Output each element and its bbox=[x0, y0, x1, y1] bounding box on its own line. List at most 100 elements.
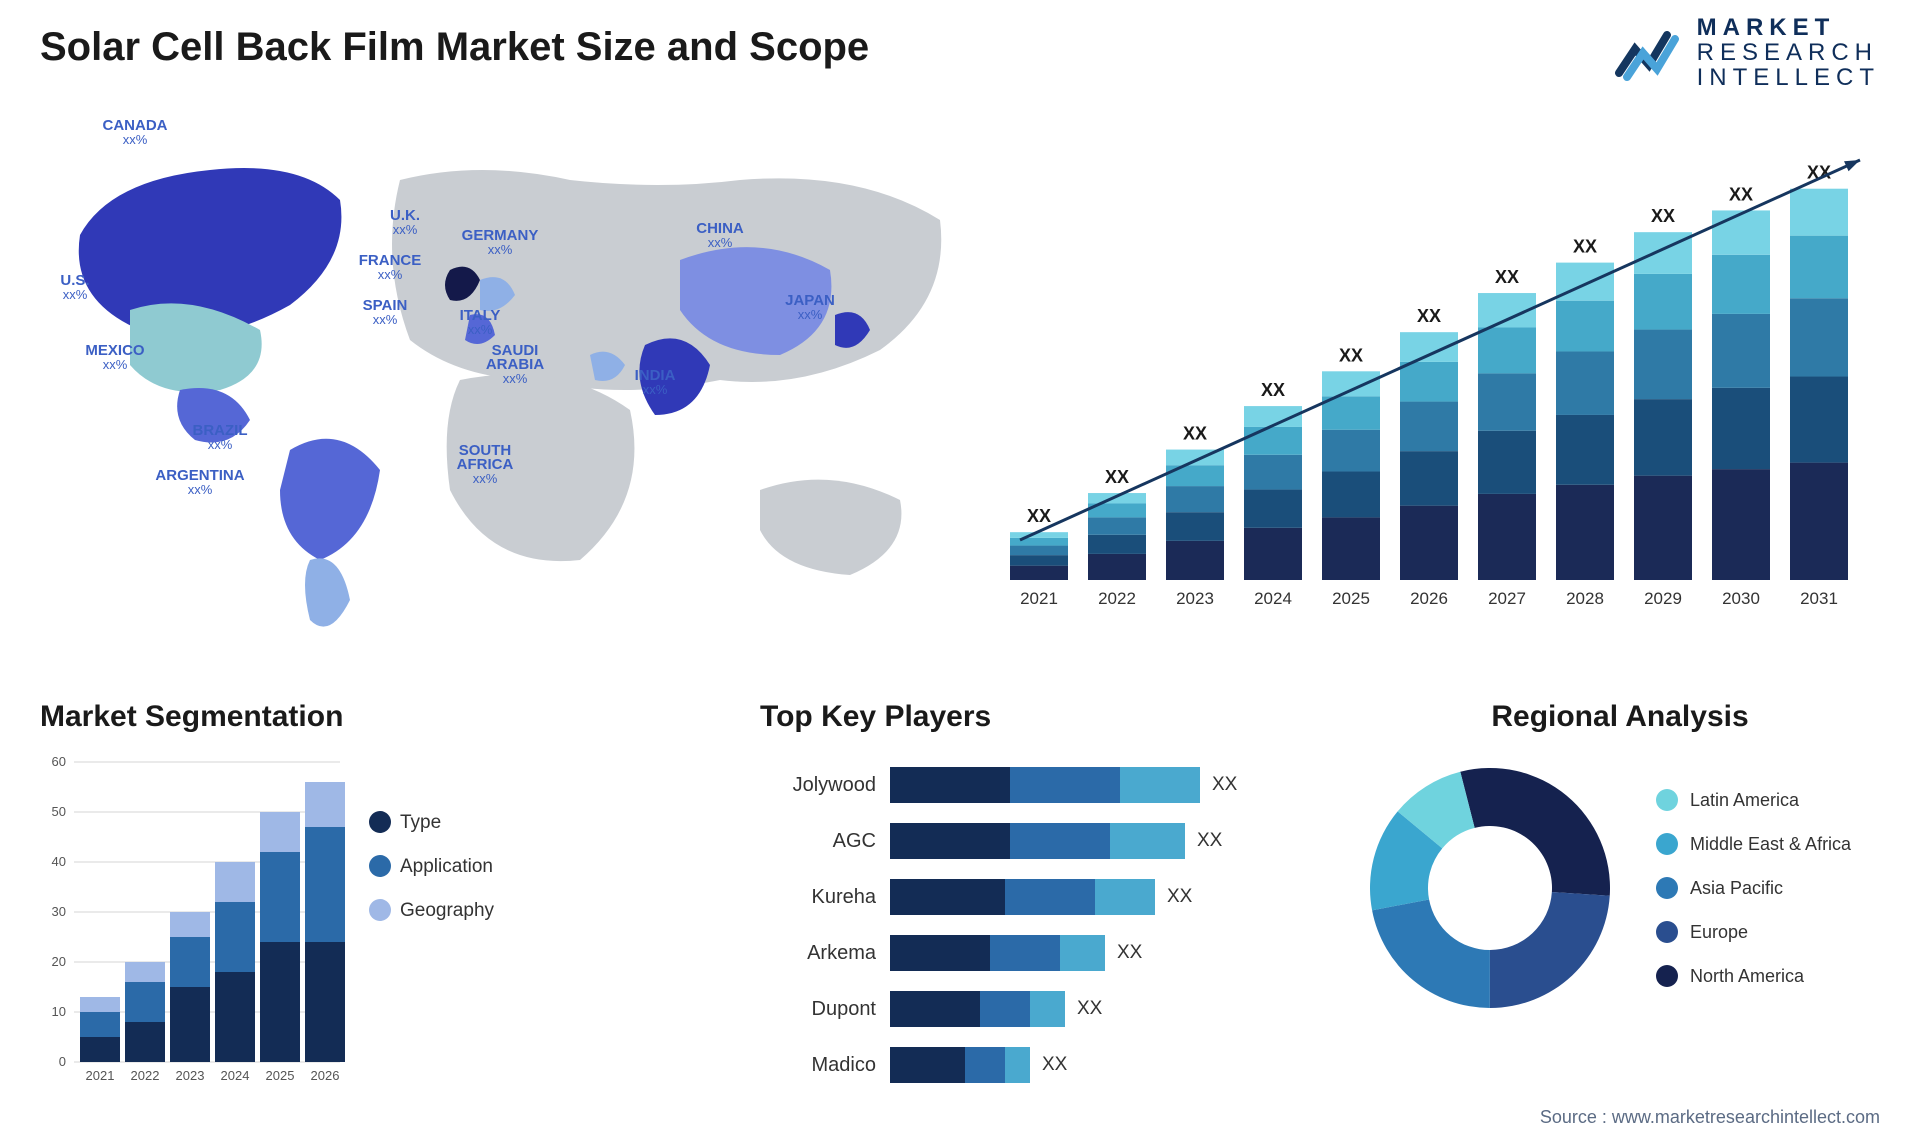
svg-text:2025: 2025 bbox=[1332, 589, 1370, 608]
svg-text:XX: XX bbox=[1651, 206, 1675, 226]
key-player-row: Dupont XX bbox=[760, 988, 1300, 1030]
svg-text:Type: Type bbox=[400, 812, 441, 833]
region-legend-item: Latin America bbox=[1656, 789, 1851, 811]
key-player-row: Kureha XX bbox=[760, 876, 1300, 918]
svg-text:XX: XX bbox=[1027, 506, 1051, 526]
svg-text:50: 50 bbox=[52, 804, 66, 819]
key-player-name: Kureha bbox=[760, 886, 890, 909]
svg-text:60: 60 bbox=[52, 754, 66, 769]
brand-logo: MARKET RESEARCH INTELLECT bbox=[1615, 15, 1880, 91]
legend-dot-icon bbox=[1656, 833, 1678, 855]
key-players-section: Top Key Players JolywoodXX AGCXX Kureha XX A… bbox=[760, 700, 1300, 1100]
key-player-bar-seg bbox=[965, 1047, 1005, 1083]
svg-text:XX: XX bbox=[1261, 380, 1285, 400]
key-player-value: XX bbox=[1167, 886, 1192, 908]
svg-text:Application: Application bbox=[400, 856, 493, 877]
legend-dot-icon bbox=[1656, 789, 1678, 811]
key-player-name: Arkema bbox=[760, 942, 890, 965]
svg-text:xx%: xx% bbox=[378, 267, 403, 282]
regional-title: Regional Analysis bbox=[1360, 700, 1880, 734]
key-players-title: Top Key Players bbox=[760, 700, 1300, 734]
key-player-bar-seg bbox=[990, 935, 1060, 971]
key-player-bar: XX bbox=[890, 879, 1192, 915]
svg-text:xx%: xx% bbox=[393, 222, 418, 237]
donut-chart bbox=[1360, 758, 1620, 1018]
svg-text:2022: 2022 bbox=[1098, 589, 1136, 608]
key-player-bar-seg bbox=[890, 991, 980, 1027]
svg-text:0: 0 bbox=[59, 1054, 66, 1069]
svg-text:2021: 2021 bbox=[86, 1068, 115, 1083]
key-player-name: Dupont bbox=[760, 998, 890, 1021]
key-player-value: XX bbox=[1212, 774, 1237, 796]
key-player-bar-seg bbox=[890, 823, 1010, 859]
legend-dot-icon bbox=[1656, 921, 1678, 943]
svg-text:10: 10 bbox=[52, 1004, 66, 1019]
svg-text:XX: XX bbox=[1105, 467, 1129, 487]
svg-text:2022: 2022 bbox=[131, 1068, 160, 1083]
svg-text:2023: 2023 bbox=[176, 1068, 205, 1083]
svg-text:xx%: xx% bbox=[123, 132, 148, 147]
key-player-bar-seg bbox=[890, 879, 1005, 915]
key-player-bar: XX bbox=[890, 767, 1237, 803]
svg-text:xx%: xx% bbox=[488, 242, 513, 257]
key-player-row: AGCXX bbox=[760, 820, 1300, 862]
svg-text:2025: 2025 bbox=[266, 1068, 295, 1083]
logo-line2: RESEARCH bbox=[1697, 40, 1880, 65]
segmentation-title: Market Segmentation bbox=[40, 700, 520, 734]
key-player-value: XX bbox=[1042, 1054, 1067, 1076]
key-player-name: Madico bbox=[760, 1054, 890, 1077]
svg-text:Geography: Geography bbox=[400, 900, 495, 921]
svg-text:2026: 2026 bbox=[311, 1068, 340, 1083]
region-legend-item: Asia Pacific bbox=[1656, 877, 1851, 899]
key-player-row: Madico XX bbox=[760, 1044, 1300, 1086]
key-player-bar-seg bbox=[1095, 879, 1155, 915]
svg-text:xx%: xx% bbox=[208, 437, 233, 452]
key-player-value: XX bbox=[1117, 942, 1142, 964]
svg-text:20: 20 bbox=[52, 954, 66, 969]
svg-text:2024: 2024 bbox=[1254, 589, 1292, 608]
svg-text:XX: XX bbox=[1495, 267, 1519, 287]
svg-text:xx%: xx% bbox=[708, 235, 733, 250]
source-footer: Source : www.marketresearchintellect.com bbox=[1540, 1107, 1880, 1128]
legend-dot-icon bbox=[1656, 877, 1678, 899]
key-player-bar: XX bbox=[890, 823, 1222, 859]
svg-text:xx%: xx% bbox=[473, 471, 498, 486]
key-player-bar-seg bbox=[1005, 1047, 1030, 1083]
key-player-value: XX bbox=[1077, 998, 1102, 1020]
region-legend-item: Middle East & Africa bbox=[1656, 833, 1851, 855]
svg-text:XX: XX bbox=[1339, 345, 1363, 365]
key-player-bar-seg bbox=[890, 1047, 965, 1083]
key-players-rows: JolywoodXXAGCXXKurehaXXArkemaXXDupontXXM… bbox=[760, 764, 1300, 1086]
svg-text:xx%: xx% bbox=[503, 371, 528, 386]
logo-line3: INTELLECT bbox=[1697, 65, 1880, 90]
region-legend-item: North America bbox=[1656, 965, 1851, 987]
region-legend-item: Europe bbox=[1656, 921, 1851, 943]
svg-text:2027: 2027 bbox=[1488, 589, 1526, 608]
legend-label: Europe bbox=[1690, 922, 1748, 943]
legend-label: Latin America bbox=[1690, 790, 1799, 811]
svg-text:xx%: xx% bbox=[188, 482, 213, 497]
legend-label: Asia Pacific bbox=[1690, 878, 1783, 899]
key-player-bar-seg bbox=[1010, 823, 1110, 859]
key-player-bar-seg bbox=[1005, 879, 1095, 915]
svg-text:xx%: xx% bbox=[798, 307, 823, 322]
svg-text:2023: 2023 bbox=[1176, 589, 1214, 608]
svg-text:xx%: xx% bbox=[63, 287, 88, 302]
world-map: CANADAxx%U.S.xx%MEXICOxx%BRAZILxx%ARGENT… bbox=[40, 120, 970, 640]
svg-text:2021: 2021 bbox=[1020, 589, 1058, 608]
svg-text:XX: XX bbox=[1729, 184, 1753, 204]
key-player-bar-seg bbox=[1030, 991, 1065, 1027]
page-title: Solar Cell Back Film Market Size and Sco… bbox=[40, 25, 869, 70]
key-player-row: JolywoodXX bbox=[760, 764, 1300, 806]
svg-text:2024: 2024 bbox=[221, 1068, 250, 1083]
svg-text:xx%: xx% bbox=[373, 312, 398, 327]
regional-section: Regional Analysis Latin America Middle Ea… bbox=[1360, 700, 1880, 1018]
key-player-bar-seg bbox=[1110, 823, 1185, 859]
svg-text:2028: 2028 bbox=[1566, 589, 1604, 608]
logo-mark-icon bbox=[1615, 21, 1685, 85]
legend-label: Middle East & Africa bbox=[1690, 834, 1851, 855]
svg-text:XX: XX bbox=[1573, 237, 1597, 257]
svg-text:xx%: xx% bbox=[468, 322, 493, 337]
svg-text:2031: 2031 bbox=[1800, 589, 1838, 608]
svg-text:XX: XX bbox=[1417, 306, 1441, 326]
